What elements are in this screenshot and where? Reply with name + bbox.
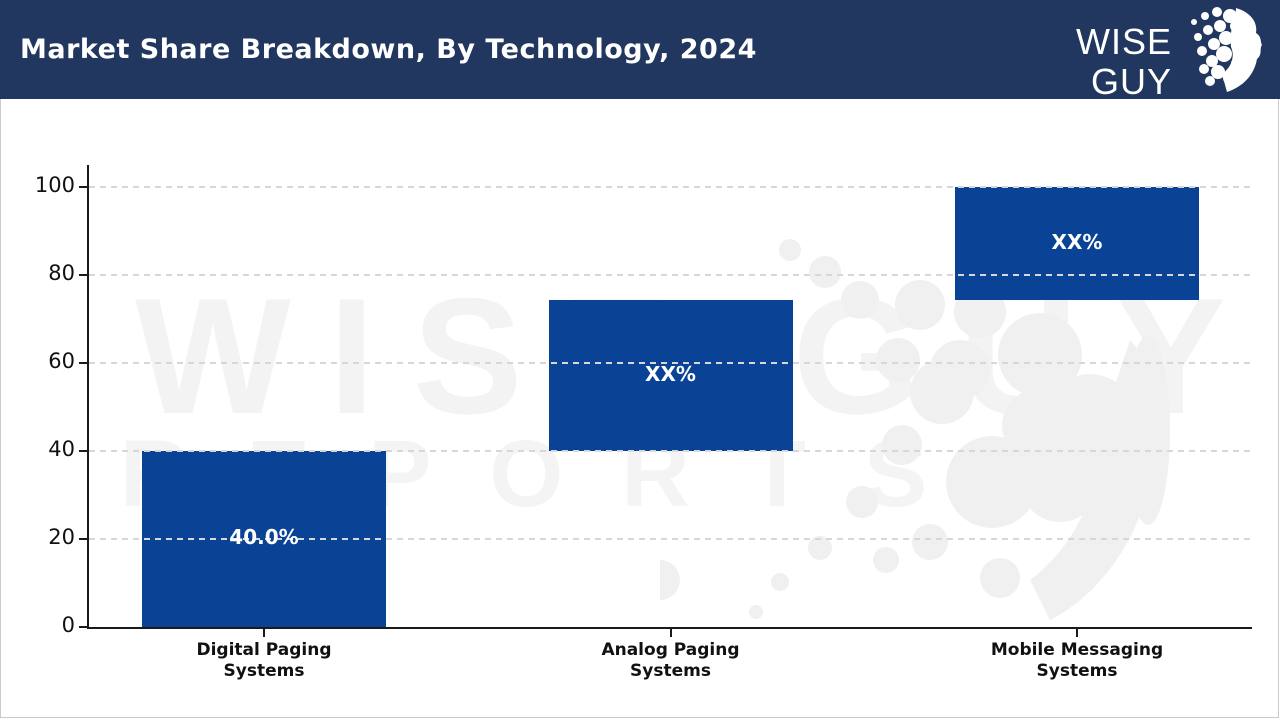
bar-segment xyxy=(955,187,1199,301)
y-tick-label: 100 xyxy=(34,173,75,197)
x-category-label-line: Digital Paging xyxy=(196,640,332,660)
y-tick-label: 20 xyxy=(48,525,75,549)
bar-value-label: XX% xyxy=(1051,229,1103,254)
brand-logo-face-icon xyxy=(1191,7,1262,92)
grid-line xyxy=(89,274,1252,276)
y-tick-mark xyxy=(79,362,87,364)
y-tick-mark xyxy=(79,538,87,540)
grid-line xyxy=(89,450,1252,452)
x-category-label-line: Systems xyxy=(1036,661,1118,681)
x-tick-mark xyxy=(263,629,265,637)
chart-title: Market Share Breakdown, By Technology, 2… xyxy=(20,34,757,65)
watermark-face-graphic xyxy=(660,239,1170,620)
y-tick-label: 40 xyxy=(48,437,75,461)
brand-logo-wiseguy: WISE GUY xyxy=(1075,21,1172,102)
x-tick-mark xyxy=(1076,629,1078,637)
x-category-label-line: Mobile Messaging xyxy=(990,640,1164,660)
bar-value-label: 40.0% xyxy=(229,525,299,549)
y-axis-spine xyxy=(87,165,89,629)
brand-logo-text: WISE GUY REPORTS xyxy=(1010,22,1172,120)
y-tick-mark xyxy=(79,450,87,452)
x-category-label-line: Analog Paging xyxy=(601,640,740,660)
x-category-label-line: Systems xyxy=(630,661,711,681)
y-tick-mark xyxy=(79,274,87,276)
grid-line xyxy=(89,538,1252,540)
y-tick-label: 60 xyxy=(48,349,75,373)
brand-logo: WISE GUY REPORTS xyxy=(1010,0,1270,118)
x-category-label: Analog Paging Systems xyxy=(531,640,811,682)
y-tick-mark xyxy=(79,186,87,188)
x-axis-spine xyxy=(87,627,1252,629)
grid-line xyxy=(89,186,1252,188)
x-category-label-line: Systems xyxy=(223,661,305,681)
x-tick-mark xyxy=(669,629,672,637)
header-bar: Market Share Breakdown, By Technology, 2… xyxy=(0,0,1280,118)
brand-logo-reports: REPORTS xyxy=(1039,103,1183,118)
x-category-label: Mobile Messaging Systems xyxy=(937,640,1217,682)
bar-value-label: XX% xyxy=(645,361,696,386)
bar-segment xyxy=(548,300,793,451)
x-category-label: Digital Paging Systems xyxy=(124,640,404,682)
y-tick-label: 0 xyxy=(61,613,75,637)
y-tick-label: 80 xyxy=(48,261,75,285)
y-tick-mark xyxy=(79,626,87,628)
grid-line xyxy=(89,362,1252,364)
